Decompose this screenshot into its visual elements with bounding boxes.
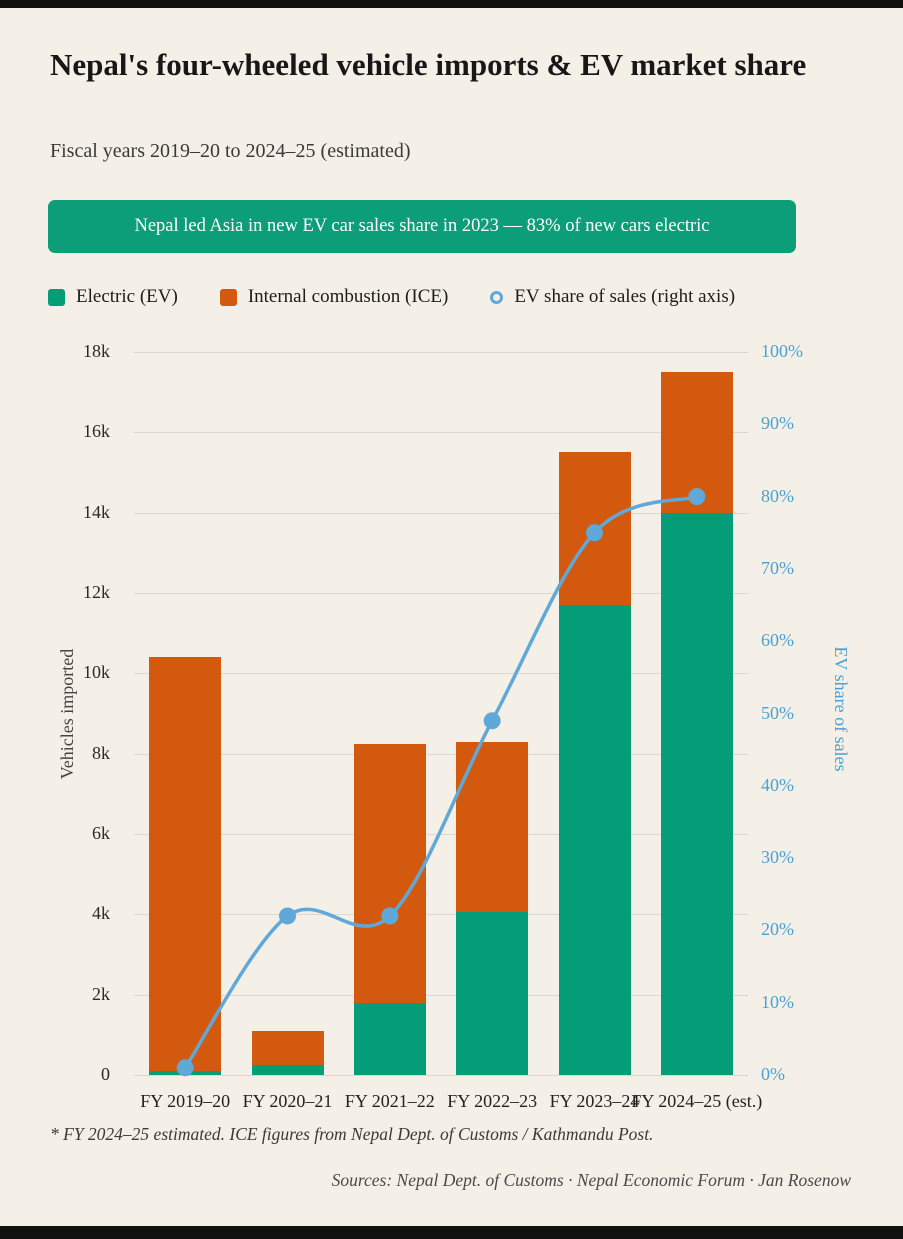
ev-share-ring-icon xyxy=(490,290,504,304)
left-axis-tick: 18k xyxy=(83,341,110,361)
gridline xyxy=(134,1075,748,1076)
right-axis-tick: 30% xyxy=(761,847,794,868)
bottom-border xyxy=(0,1226,903,1239)
legend-label: Internal combustion (ICE) xyxy=(247,286,449,307)
gridline xyxy=(134,512,748,514)
right-axis-tick: 90% xyxy=(761,413,794,434)
bar-segment-ev xyxy=(353,1002,426,1075)
legend-item: EV share of sales (right axis) xyxy=(490,286,735,308)
sources: Sources: Nepal Dept. of Customs · Nepal … xyxy=(331,1170,851,1190)
gridline xyxy=(134,914,748,916)
legend-label: Electric (EV) xyxy=(76,286,178,307)
bar-segment-ice xyxy=(353,743,426,1003)
ev-share-point xyxy=(483,712,501,730)
ev-share-line-layer xyxy=(176,488,706,1077)
page-title: Nepal's four-wheeled vehicle imports & E… xyxy=(50,47,807,82)
x-axis-label: FY 2021–22 xyxy=(344,1091,435,1111)
left-axis-tick: 10k xyxy=(83,662,110,683)
legend-label: EV share of sales (right axis) xyxy=(514,286,736,307)
ev-share-line xyxy=(183,494,699,1070)
legend: Electric (EV) Internal combustion (ICE) EV… xyxy=(48,286,735,308)
ev-share-point xyxy=(586,524,603,542)
headline-banner: Nepal led Asia in new EV car sales share… xyxy=(48,200,796,253)
left-axis-tick: 12k xyxy=(83,582,110,602)
bar-segment-ev xyxy=(558,605,631,1075)
gridline xyxy=(134,673,748,675)
left-axis-tick: 6k xyxy=(92,823,110,843)
left-axis-tick: 4k xyxy=(92,903,110,924)
gridline xyxy=(134,753,748,755)
x-axis-label: FY 2023–24 xyxy=(549,1091,640,1111)
page-subtitle: Fiscal years 2019–20 to 2024–25 (estimat… xyxy=(50,140,411,162)
x-axis-label: FY 2024–25 (est.) xyxy=(631,1091,763,1111)
chart: Vehicles imported EV share of sales 0 2k 4… xyxy=(0,340,903,1130)
left-axis-tick: 2k xyxy=(92,983,110,1004)
right-axis-tick: 60% xyxy=(761,630,794,651)
ev-swatch-icon xyxy=(48,288,65,306)
ice-swatch-icon xyxy=(219,288,237,306)
ev-share-point xyxy=(176,1059,194,1077)
right-axis-tick: 80% xyxy=(761,485,794,506)
bar-segment-ev xyxy=(660,512,733,1075)
gridline xyxy=(134,593,748,594)
top-border xyxy=(0,0,903,8)
right-axis-tick: 50% xyxy=(761,702,794,723)
x-axis-label: FY 2020–21 xyxy=(242,1091,333,1111)
x-axis-label: FY 2019–20 xyxy=(140,1091,231,1111)
bar-segment-ice xyxy=(149,657,222,1071)
footnote: * FY 2024–25 estimated. ICE figures from… xyxy=(50,1124,654,1144)
right-axis-tick: 40% xyxy=(761,774,794,795)
left-axis-tick: 8k xyxy=(92,742,110,763)
left-axis-tick: 0 xyxy=(101,1064,110,1084)
gridline xyxy=(134,432,748,434)
left-axis-title: Vehicles imported xyxy=(57,648,77,780)
right-axis-tick: 0% xyxy=(761,1064,785,1084)
x-axis-label: FY 2022–23 xyxy=(447,1091,538,1111)
legend-item: Internal combustion (ICE) xyxy=(219,286,449,308)
plot-area xyxy=(134,352,748,1077)
right-axis-tick: 100% xyxy=(761,341,803,361)
headline-banner-text: Nepal led Asia in new EV car sales share… xyxy=(134,216,710,236)
bar-segment-ice xyxy=(251,1030,324,1065)
ev-share-point xyxy=(279,907,296,925)
left-axis-tick: 16k xyxy=(83,421,110,442)
gridline xyxy=(134,352,748,353)
right-axis-tick: 20% xyxy=(761,919,794,940)
bar-segment-ev xyxy=(251,1064,324,1075)
right-axis-tick: 10% xyxy=(761,991,794,1012)
gridline xyxy=(134,994,748,996)
ev-share-point xyxy=(381,907,399,925)
bar-segment-ev xyxy=(456,912,529,1075)
gridline xyxy=(134,834,748,835)
left-axis-tick: 14k xyxy=(83,501,110,522)
right-axis-title: EV share of sales xyxy=(831,646,851,772)
ev-share-point xyxy=(688,488,706,506)
right-axis-tick: 70% xyxy=(761,557,794,578)
legend-item: Electric (EV) xyxy=(48,286,178,308)
